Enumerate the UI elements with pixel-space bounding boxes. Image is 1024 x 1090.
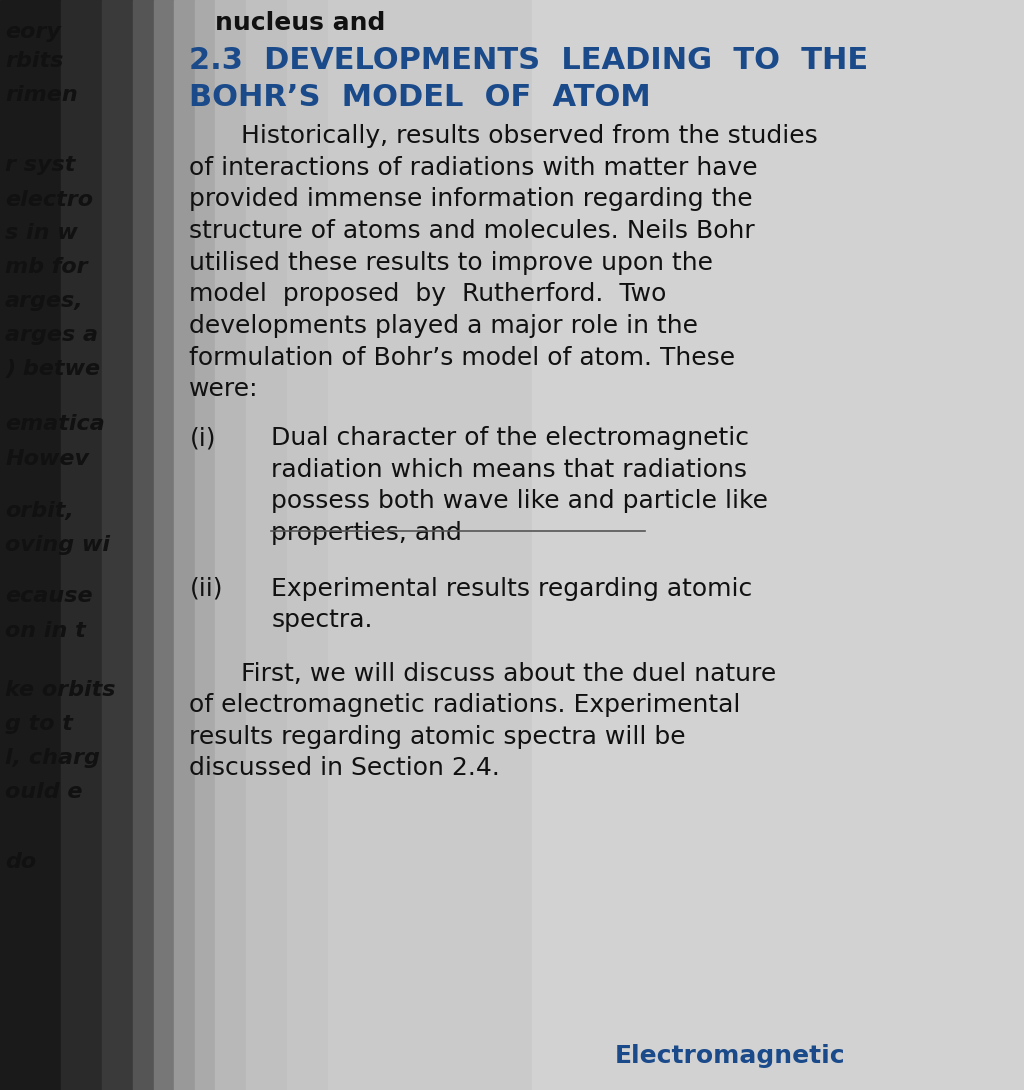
Text: First, we will discuss about the duel nature: First, we will discuss about the duel na… [241,662,776,686]
Bar [61,0,102,1090]
Text: (ii): (ii) [189,577,223,601]
Text: s in w: s in w [5,223,78,243]
Text: r syst: r syst [5,155,76,174]
Bar [133,0,154,1090]
Text: discussed in Section 2.4.: discussed in Section 2.4. [189,756,501,780]
Text: rbits: rbits [5,51,63,71]
Text: do: do [5,852,36,872]
Text: provided immense information regarding the: provided immense information regarding t… [189,187,753,211]
Text: Dual character of the electromagnetic: Dual character of the electromagnetic [271,426,750,450]
Bar [246,0,287,1090]
Text: Howev: Howev [5,449,89,469]
Text: ke orbits: ke orbits [5,680,116,700]
Text: orbit,: orbit, [5,501,74,521]
Text: Electromagnetic: Electromagnetic [614,1044,845,1068]
Bar [195,0,215,1090]
Bar [174,0,195,1090]
Text: eory: eory [5,22,61,41]
Text: utilised these results to improve upon the: utilised these results to improve upon t… [189,251,714,275]
Text: formulation of Bohr’s model of atom. These: formulation of Bohr’s model of atom. The… [189,346,735,370]
Bar [532,0,1024,1090]
Bar [102,0,133,1090]
Text: structure of atoms and molecules. Neils Bohr: structure of atoms and molecules. Neils … [189,219,755,243]
Text: nucleus and: nucleus and [215,11,385,35]
Text: BOHR’S  MODEL  OF  ATOM: BOHR’S MODEL OF ATOM [189,83,651,112]
Text: of electromagnetic radiations. Experimental: of electromagnetic radiations. Experimen… [189,693,740,717]
Text: Historically, results observed from the studies: Historically, results observed from the … [241,124,817,148]
Bar [532,0,1024,1090]
Text: oving wi: oving wi [5,535,111,555]
Text: mb for: mb for [5,257,88,277]
Text: arges,: arges, [5,291,84,311]
Text: possess both wave like and particle like: possess both wave like and particle like [271,489,768,513]
Text: were:: were: [189,377,259,401]
Text: of interactions of radiations with matter have: of interactions of radiations with matte… [189,156,758,180]
Bar [215,0,246,1090]
Bar [0,0,61,1090]
Text: ) betwe: ) betwe [5,359,100,378]
Text: model  proposed  by  Rutherford.  Two: model proposed by Rutherford. Two [189,282,667,306]
Bar [154,0,174,1090]
Text: ecause: ecause [5,586,93,606]
Text: arges a: arges a [5,325,98,344]
Text: (i): (i) [189,426,216,450]
Text: g to t: g to t [5,714,73,734]
Text: ematica: ematica [5,414,104,434]
Text: rimen: rimen [5,85,78,105]
Text: spectra.: spectra. [271,608,373,632]
Text: Experimental results regarding atomic: Experimental results regarding atomic [271,577,753,601]
Text: 2.3  DEVELOPMENTS  LEADING  TO  THE: 2.3 DEVELOPMENTS LEADING TO THE [189,46,868,75]
Text: developments played a major role in the: developments played a major role in the [189,314,698,338]
Text: electro: electro [5,190,93,209]
Text: on in t: on in t [5,621,86,641]
Text: properties, and: properties, and [271,521,462,545]
Text: l, charg: l, charg [5,748,100,767]
Text: ould e: ould e [5,782,83,801]
Text: results regarding atomic spectra will be: results regarding atomic spectra will be [189,725,686,749]
Bar [287,0,328,1090]
Bar [328,0,532,1090]
Text: radiation which means that radiations: radiation which means that radiations [271,458,748,482]
